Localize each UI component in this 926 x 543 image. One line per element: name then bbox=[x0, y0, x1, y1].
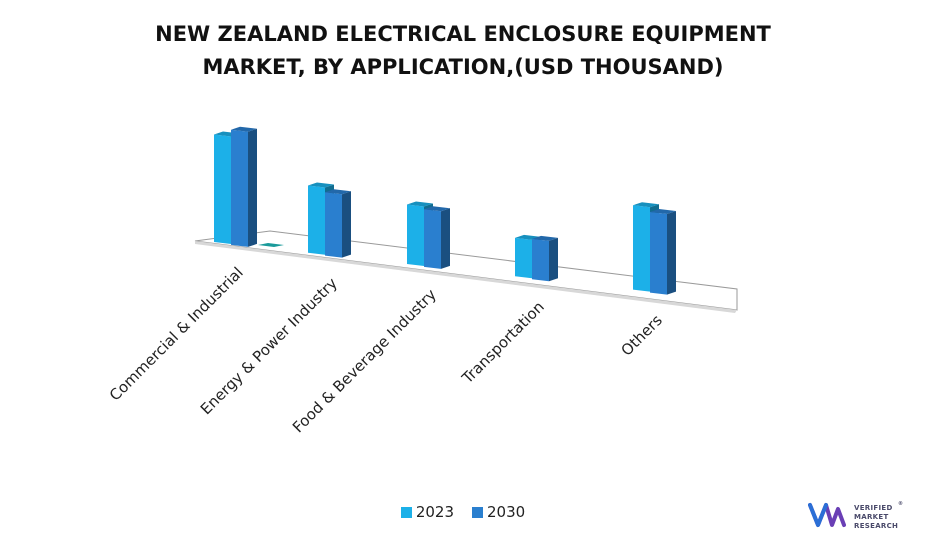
bar-2030-2[interactable] bbox=[424, 206, 450, 269]
bar-2030-0[interactable] bbox=[231, 126, 257, 247]
bar-front bbox=[325, 192, 342, 258]
zero-marker bbox=[258, 243, 284, 247]
bar-top bbox=[308, 182, 334, 188]
legend-label-2023: 2023 bbox=[415, 503, 454, 521]
bar-2030-3[interactable] bbox=[532, 235, 558, 282]
brand-logo: VERIFIED MARKET RESEARCH ® bbox=[808, 501, 903, 530]
legend-swatch-2023 bbox=[400, 506, 412, 518]
legend-item-2030[interactable]: 2030 bbox=[472, 503, 525, 521]
legend-item-2023[interactable]: 2023 bbox=[400, 503, 454, 521]
chart-title-line-1: NEW ZEALAND ELECTRICAL ENCLOSURE EQUIPME… bbox=[155, 22, 771, 46]
chart-floor-edge bbox=[195, 241, 737, 313]
bar-front bbox=[231, 129, 248, 247]
chart-title-line-2: MARKET, BY APPLICATION,(USD THOUSAND) bbox=[202, 55, 724, 79]
bar-front bbox=[633, 205, 650, 292]
bar-front bbox=[424, 209, 441, 269]
brand-line-2: MARKET bbox=[854, 513, 889, 521]
bar-top bbox=[325, 189, 351, 195]
legend: 2023 2030 bbox=[0, 503, 926, 521]
bar-side bbox=[667, 210, 676, 295]
bar-2030-4[interactable] bbox=[650, 208, 676, 295]
brand-line-3: RESEARCH bbox=[854, 522, 898, 530]
logo-accent-icon bbox=[808, 503, 828, 527]
bar-side bbox=[549, 237, 558, 282]
category-label-4: Others bbox=[617, 311, 666, 360]
bar-front bbox=[532, 238, 549, 282]
bar-side bbox=[342, 191, 351, 258]
chart-title: NEW ZEALAND ELECTRICAL ENCLOSURE EQUIPME… bbox=[0, 18, 926, 84]
bar-top bbox=[650, 208, 676, 214]
bar-top bbox=[424, 206, 450, 212]
bar-2030-1[interactable] bbox=[325, 189, 351, 258]
bar-side bbox=[248, 128, 257, 247]
bar-top bbox=[231, 126, 257, 132]
category-label-3: Transportation bbox=[458, 298, 548, 388]
bar-front bbox=[515, 237, 532, 279]
bars-layer bbox=[214, 126, 676, 295]
registered-mark: ® bbox=[898, 501, 903, 507]
bar-front bbox=[650, 211, 667, 295]
bar-top bbox=[532, 235, 558, 241]
bar-top bbox=[633, 202, 659, 208]
legend-swatch-2030 bbox=[472, 506, 483, 518]
bar-front bbox=[214, 134, 231, 244]
bar-front bbox=[407, 204, 424, 266]
brand-line-1: VERIFIED bbox=[854, 504, 893, 512]
bar-side bbox=[441, 208, 450, 269]
legend-label-2030: 2030 bbox=[487, 503, 526, 521]
bar-front bbox=[308, 185, 325, 255]
bar-top bbox=[407, 201, 433, 207]
